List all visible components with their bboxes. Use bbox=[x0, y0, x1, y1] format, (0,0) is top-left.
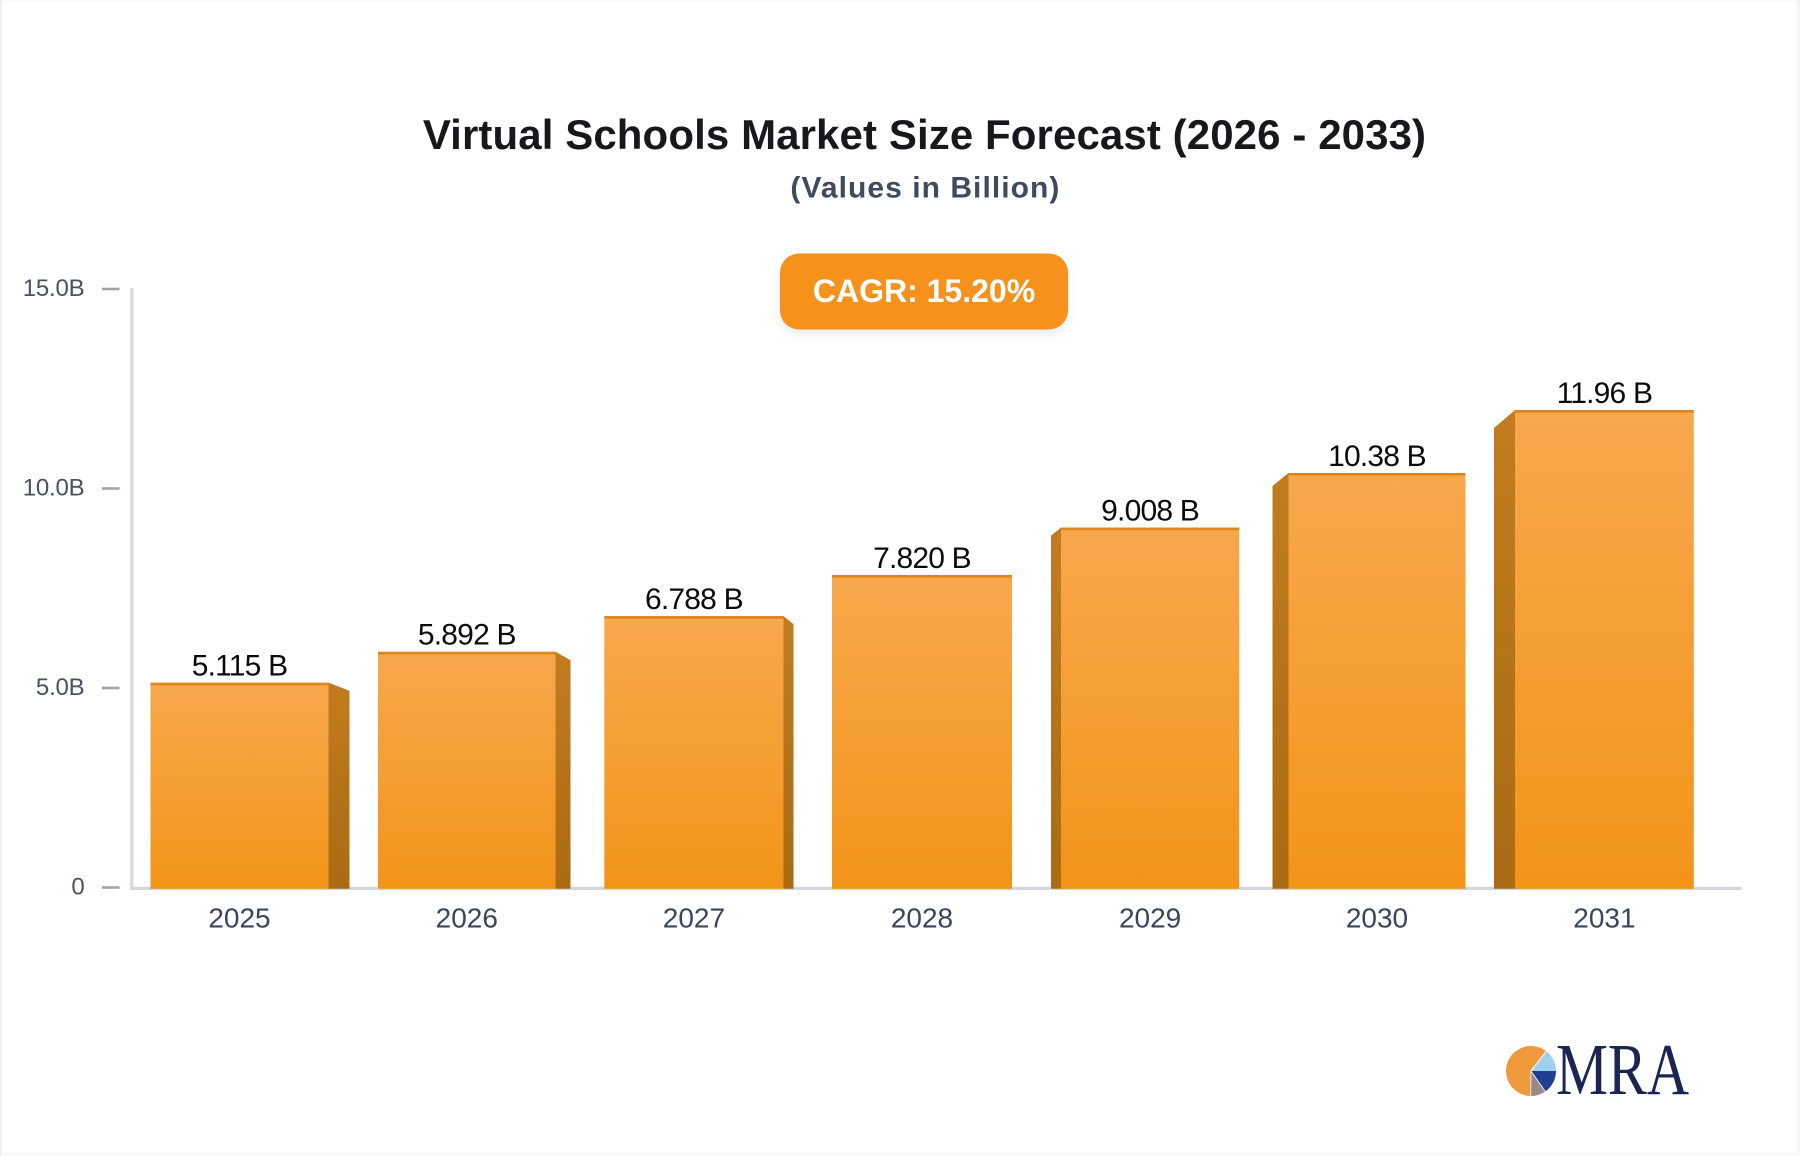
svg-text:MRA: MRA bbox=[1556, 1030, 1689, 1111]
svg-text:11.96 B: 11.96 B bbox=[1557, 377, 1653, 410]
svg-text:7.820 B: 7.820 B bbox=[873, 542, 971, 575]
svg-text:5.115 B: 5.115 B bbox=[192, 650, 288, 683]
svg-text:0: 0 bbox=[71, 874, 84, 901]
svg-text:15.0B: 15.0B bbox=[23, 275, 85, 302]
svg-text:9.008 B: 9.008 B bbox=[1101, 494, 1199, 527]
svg-text:(Values in Billion): (Values in Billion) bbox=[790, 172, 1060, 205]
svg-text:5.0B: 5.0B bbox=[36, 674, 85, 701]
svg-text:Virtual Schools Market Size Fo: Virtual Schools Market Size Forecast (20… bbox=[423, 111, 1426, 158]
svg-text:10.0B: 10.0B bbox=[23, 475, 85, 502]
svg-text:10.38 B: 10.38 B bbox=[1328, 440, 1426, 473]
svg-text:6.788 B: 6.788 B bbox=[645, 583, 743, 616]
svg-text:5.892 B: 5.892 B bbox=[418, 619, 516, 652]
svg-text:CAGR: 15.20%: CAGR: 15.20% bbox=[813, 273, 1035, 309]
svg-text:2027: 2027 bbox=[663, 903, 725, 934]
svg-text:2028: 2028 bbox=[891, 903, 953, 934]
svg-text:2025: 2025 bbox=[208, 903, 270, 934]
svg-text:2030: 2030 bbox=[1346, 903, 1408, 934]
svg-text:2029: 2029 bbox=[1119, 903, 1181, 934]
svg-text:2026: 2026 bbox=[436, 903, 498, 934]
svg-text:2031: 2031 bbox=[1573, 903, 1635, 934]
